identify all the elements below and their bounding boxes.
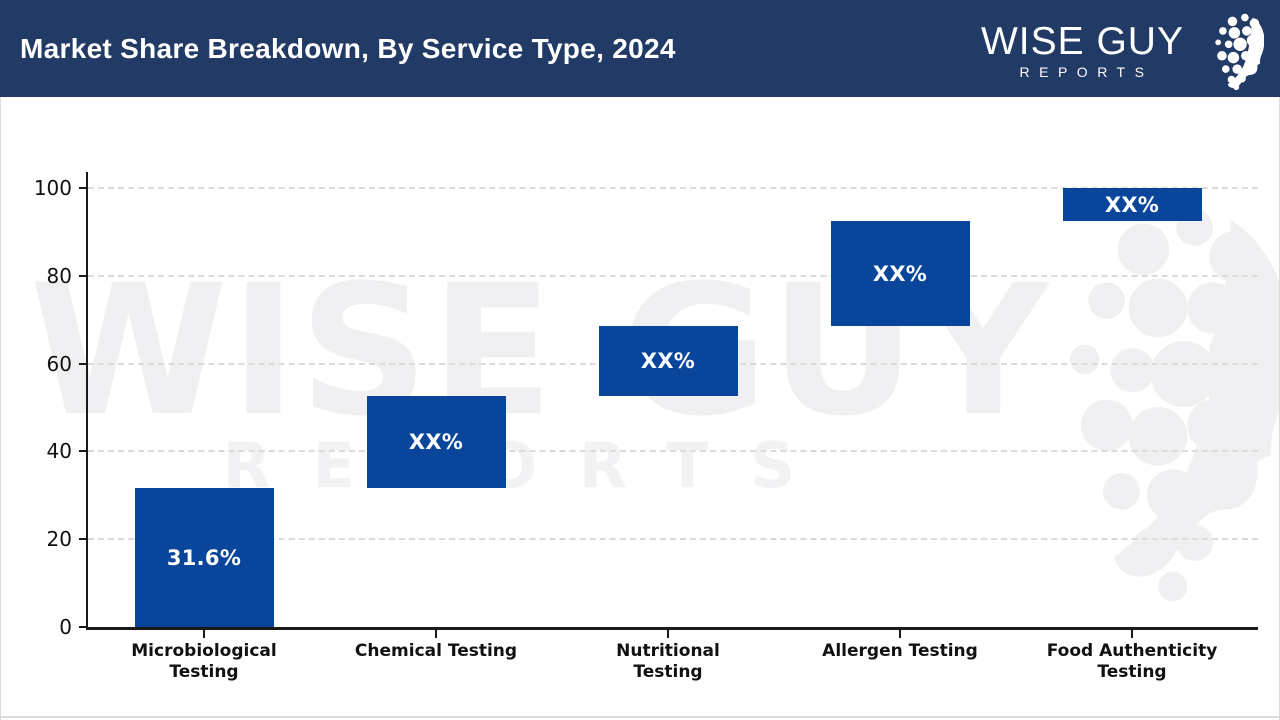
logo-wordmark: WISE GUY — [980, 19, 1184, 63]
y-tick-label-0: 0 — [59, 615, 72, 639]
x-tick-mark-food-authenticity-testing — [1131, 630, 1133, 638]
wiseguy-face-icon — [1215, 13, 1264, 91]
y-tick-label-20: 20 — [46, 527, 72, 552]
y-tick-label-100: 100 — [33, 176, 72, 200]
gridline-80 — [88, 274, 1258, 277]
logo-text: WISE GUY REPORTS — [981, 22, 1184, 79]
logo-subtitle: REPORTS — [1019, 63, 1154, 80]
left-border — [0, 97, 1, 720]
x-axis — [86, 627, 1258, 630]
bar-value-label-chemical-testing: XX% — [408, 429, 464, 454]
x-category-label-chemical-testing: Chemical Testing — [354, 641, 518, 661]
x-category-label-allergen-testing: Allergen Testing — [822, 641, 978, 661]
y-tick-mark-60 — [79, 362, 88, 365]
x-tick-mark-microbiological-testing — [203, 630, 205, 638]
gridline-40 — [88, 450, 1258, 453]
y-tick-mark-20 — [79, 538, 88, 541]
x-tick-mark-nutritional-testing — [667, 630, 669, 638]
x-tick-mark-allergen-testing — [899, 630, 901, 638]
x-tick-mark-chemical-testing — [435, 630, 437, 638]
bar-value-label-food-authenticity-testing: XX% — [1104, 192, 1160, 217]
bar-nutritional-testing: XX% — [598, 326, 738, 396]
y-tick-mark-0 — [79, 626, 88, 628]
bar-value-label-microbiological-testing: 31.6% — [166, 545, 242, 570]
y-tick-label-60: 60 — [46, 351, 72, 376]
bar-allergen-testing: XX% — [830, 221, 970, 327]
x-category-label-nutritional-testing: Nutritional Testing — [616, 641, 720, 682]
y-tick-mark-100 — [79, 187, 88, 189]
gridline-100 — [88, 187, 1258, 189]
wise-guy-reports-logo: WISE GUY REPORTS — [981, 8, 1264, 92]
bar-food-authenticity-testing: XX% — [1062, 188, 1202, 222]
y-tick-label-80: 80 — [46, 263, 72, 288]
y-tick-label-40: 40 — [46, 439, 72, 464]
y-tick-mark-80 — [79, 274, 88, 277]
x-category-label-microbiological-testing: Microbiological Testing — [131, 641, 277, 682]
y-axis — [86, 172, 88, 630]
chart-area: WISE GUY REPORTS 0 20 40 60 80 100 31.6% Microb… — [0, 97, 1280, 720]
x-category-label-food-authenticity-testing: Food Authenticity Testing — [1046, 641, 1218, 682]
bar-microbiological-testing: 31.6% — [134, 488, 274, 627]
page-title: Market Share Breakdown, By Service Type,… — [20, 33, 676, 64]
bar-chemical-testing: XX% — [366, 395, 506, 489]
bottom-divider — [0, 716, 1280, 718]
watermark-subtitle: REPORTS — [222, 429, 838, 502]
watermark-face-icon — [1070, 209, 1280, 602]
bar-value-label-nutritional-testing: XX% — [640, 348, 696, 373]
bar-value-label-allergen-testing: XX% — [872, 261, 928, 286]
header-bar: Market Share Breakdown, By Service Type,… — [0, 0, 1280, 97]
gridline-20 — [88, 538, 1258, 541]
y-tick-mark-40 — [79, 450, 88, 453]
